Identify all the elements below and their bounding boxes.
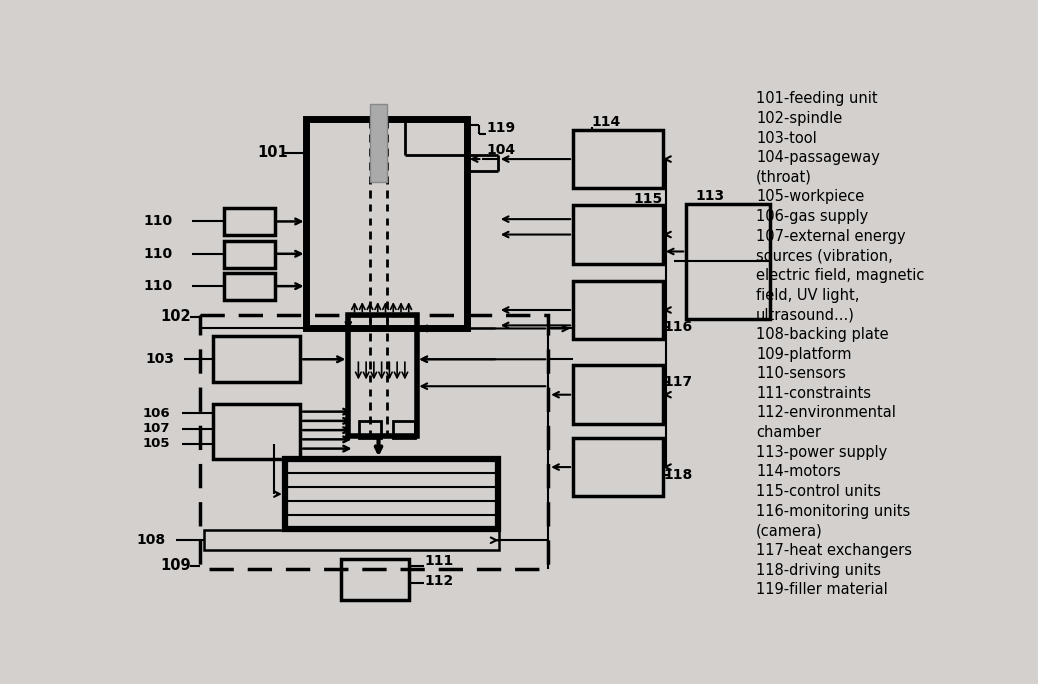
Bar: [224, 273, 275, 300]
Text: 111-constraints: 111-constraints: [756, 386, 871, 401]
Bar: [686, 204, 770, 319]
Text: 110: 110: [143, 215, 172, 228]
Text: 102-spindle: 102-spindle: [756, 111, 842, 126]
Bar: [359, 421, 381, 438]
Bar: [573, 365, 663, 424]
Text: 104: 104: [486, 143, 516, 157]
Text: 112-environmental: 112-environmental: [756, 406, 896, 421]
Text: 119-filler material: 119-filler material: [756, 582, 887, 597]
Text: ultrasound...): ultrasound...): [756, 307, 855, 322]
Text: 118-driving units: 118-driving units: [756, 562, 881, 577]
Bar: [214, 336, 300, 382]
Bar: [224, 209, 275, 235]
Text: 105-workpiece: 105-workpiece: [756, 189, 865, 205]
Bar: [573, 280, 663, 339]
Text: 109: 109: [161, 558, 191, 573]
Bar: [199, 315, 548, 568]
Text: 109-platform: 109-platform: [756, 347, 851, 362]
Text: 108-backing plate: 108-backing plate: [756, 327, 889, 342]
Text: 102: 102: [161, 309, 191, 324]
Text: 112: 112: [425, 574, 454, 588]
Text: 103: 103: [145, 352, 174, 366]
Text: 116: 116: [663, 320, 692, 334]
Text: 111: 111: [425, 554, 454, 568]
Text: 119: 119: [486, 121, 516, 135]
Text: 105: 105: [142, 438, 170, 451]
Text: 101-feeding unit: 101-feeding unit: [756, 92, 877, 106]
Bar: [340, 560, 409, 599]
Text: 118: 118: [663, 468, 692, 482]
Text: 106: 106: [142, 407, 170, 420]
Bar: [349, 315, 416, 436]
Text: 107: 107: [142, 422, 170, 435]
Text: 117-heat exchangers: 117-heat exchangers: [756, 543, 912, 558]
Bar: [573, 130, 663, 188]
Text: 113: 113: [695, 189, 725, 203]
Text: electric field, magnetic: electric field, magnetic: [756, 268, 924, 283]
Bar: [306, 119, 467, 328]
Text: (throat): (throat): [756, 170, 812, 185]
Text: 107-external energy: 107-external energy: [756, 228, 905, 244]
Text: 113-power supply: 113-power supply: [756, 445, 887, 460]
Text: 114: 114: [592, 115, 621, 129]
Text: (camera): (camera): [756, 523, 823, 538]
Text: 117: 117: [663, 376, 692, 389]
Text: 114-motors: 114-motors: [756, 464, 841, 479]
Text: 116-monitoring units: 116-monitoring units: [756, 503, 910, 518]
Text: 110-sensors: 110-sensors: [756, 366, 846, 381]
Bar: [284, 460, 498, 529]
Text: 103-tool: 103-tool: [756, 131, 817, 146]
Bar: [370, 104, 387, 182]
Text: 115-control units: 115-control units: [756, 484, 881, 499]
Text: 108: 108: [136, 534, 165, 547]
Text: sources (vibration,: sources (vibration,: [756, 248, 893, 263]
Text: 104-passageway: 104-passageway: [756, 150, 880, 166]
Text: chamber: chamber: [756, 425, 821, 440]
Text: 115: 115: [633, 192, 662, 206]
Text: 101: 101: [256, 146, 288, 161]
Bar: [393, 421, 415, 438]
Bar: [204, 530, 498, 550]
Bar: [573, 438, 663, 497]
Bar: [214, 404, 300, 460]
Text: 110: 110: [143, 247, 172, 261]
Text: 106-gas supply: 106-gas supply: [756, 209, 868, 224]
Bar: [224, 241, 275, 267]
Bar: [573, 205, 663, 264]
Text: field, UV light,: field, UV light,: [756, 288, 859, 302]
Text: 110: 110: [143, 279, 172, 293]
